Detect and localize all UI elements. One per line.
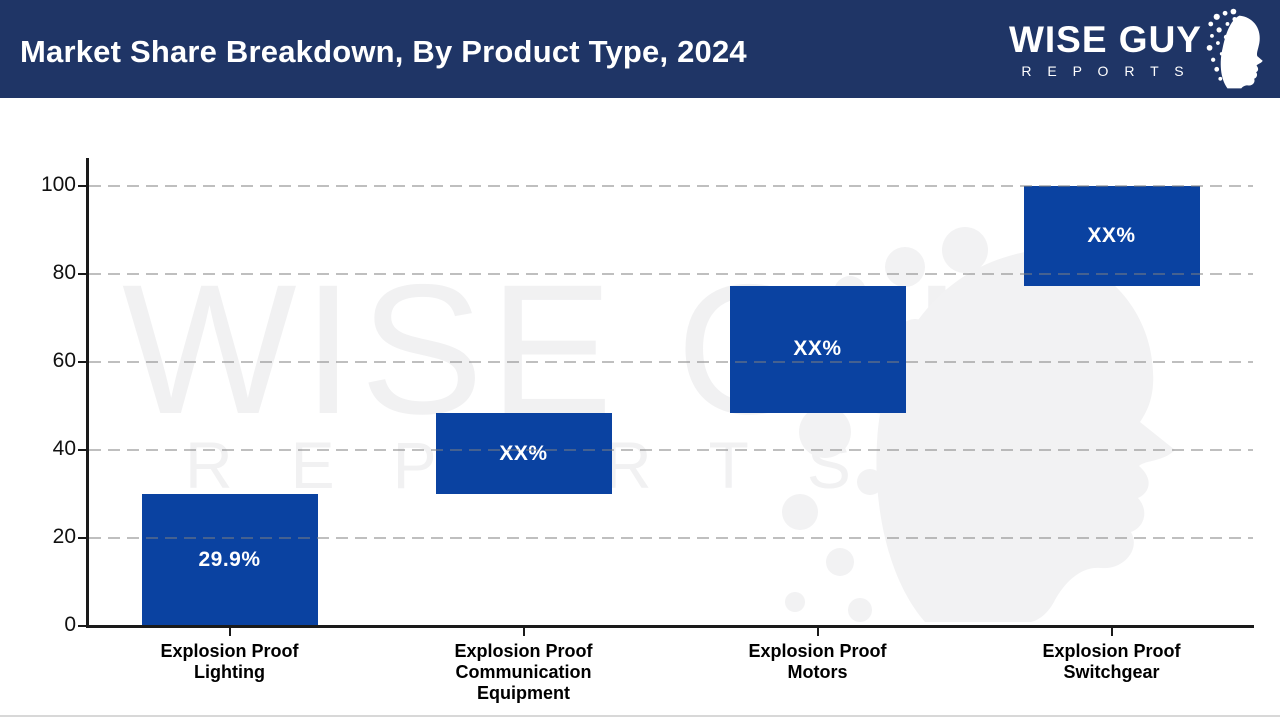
x-tick-explosion-proof-switchgear bbox=[1110, 628, 1113, 636]
logo-head-icon bbox=[1206, 8, 1263, 89]
y-tick-label-20: 20 bbox=[52, 525, 76, 548]
y-tick-80 bbox=[78, 273, 87, 275]
bar-explosion-proof-communication-equipment: XX% bbox=[435, 412, 612, 495]
x-category-line: Explosion Proof bbox=[748, 641, 887, 661]
y-tick-60 bbox=[78, 361, 87, 363]
gridline-60 bbox=[89, 361, 1253, 363]
bar-value-label-explosion-proof-switchgear: XX% bbox=[1087, 223, 1136, 247]
bar-explosion-proof-motors: XX% bbox=[729, 285, 906, 413]
y-tick-0 bbox=[78, 625, 87, 627]
x-category-label-explosion-proof-lighting: Explosion Proof Lighting bbox=[90, 641, 370, 683]
y-axis-spine bbox=[86, 158, 89, 628]
y-tick-40 bbox=[78, 449, 87, 451]
x-category-label-explosion-proof-communication-equipment: Explosion Proof Communication Equipment bbox=[384, 641, 664, 704]
x-category-line: Switchgear bbox=[1063, 662, 1160, 682]
x-category-line: Explosion Proof bbox=[454, 641, 593, 661]
wise-guy-reports-logo: WISE GUY R E P O R T S bbox=[1009, 0, 1268, 98]
y-tick-label-100: 100 bbox=[40, 173, 76, 196]
bottom-divider bbox=[0, 715, 1280, 717]
x-category-line: Lighting bbox=[194, 662, 265, 682]
gridline-100 bbox=[89, 185, 1253, 187]
y-tick-label-40: 40 bbox=[52, 437, 76, 460]
x-category-label-explosion-proof-motors: Explosion Proof Motors bbox=[678, 641, 958, 683]
y-tick-label-0: 0 bbox=[64, 613, 76, 636]
x-category-line: Explosion Proof bbox=[160, 641, 299, 661]
x-category-label-explosion-proof-switchgear: Explosion Proof Switchgear bbox=[972, 641, 1252, 683]
bar-explosion-proof-switchgear: XX% bbox=[1023, 186, 1200, 286]
bar-value-label-explosion-proof-lighting: 29.9% bbox=[198, 548, 261, 572]
y-tick-100 bbox=[78, 185, 87, 187]
gridline-80 bbox=[89, 273, 1253, 275]
gridline-40 bbox=[89, 449, 1253, 451]
logo-sub-text: R E P O R T S bbox=[1021, 62, 1190, 79]
y-tick-label-60: 60 bbox=[52, 349, 76, 372]
x-tick-explosion-proof-communication-equipment bbox=[522, 628, 525, 636]
bar-value-label-explosion-proof-communication-equipment: XX% bbox=[499, 441, 548, 465]
logo-name-text: WISE GUY bbox=[1008, 18, 1202, 60]
x-axis-spine bbox=[86, 625, 1254, 628]
chart-title: Market Share Breakdown, By Product Type,… bbox=[20, 34, 747, 69]
header-banner: Market Share Breakdown, By Product Type,… bbox=[0, 0, 1280, 98]
y-tick-20 bbox=[78, 537, 87, 539]
x-tick-explosion-proof-lighting bbox=[228, 628, 231, 636]
bar-value-label-explosion-proof-motors: XX% bbox=[793, 337, 842, 361]
x-category-line: Communication bbox=[455, 662, 592, 682]
gridline-20 bbox=[89, 537, 1253, 539]
x-category-line: Motors bbox=[787, 662, 848, 682]
x-category-line: Equipment bbox=[477, 683, 570, 703]
x-tick-explosion-proof-motors bbox=[816, 628, 819, 636]
x-category-line: Explosion Proof bbox=[1042, 641, 1181, 661]
y-tick-label-80: 80 bbox=[52, 261, 76, 284]
bar-explosion-proof-lighting: 29.9% bbox=[141, 494, 318, 626]
